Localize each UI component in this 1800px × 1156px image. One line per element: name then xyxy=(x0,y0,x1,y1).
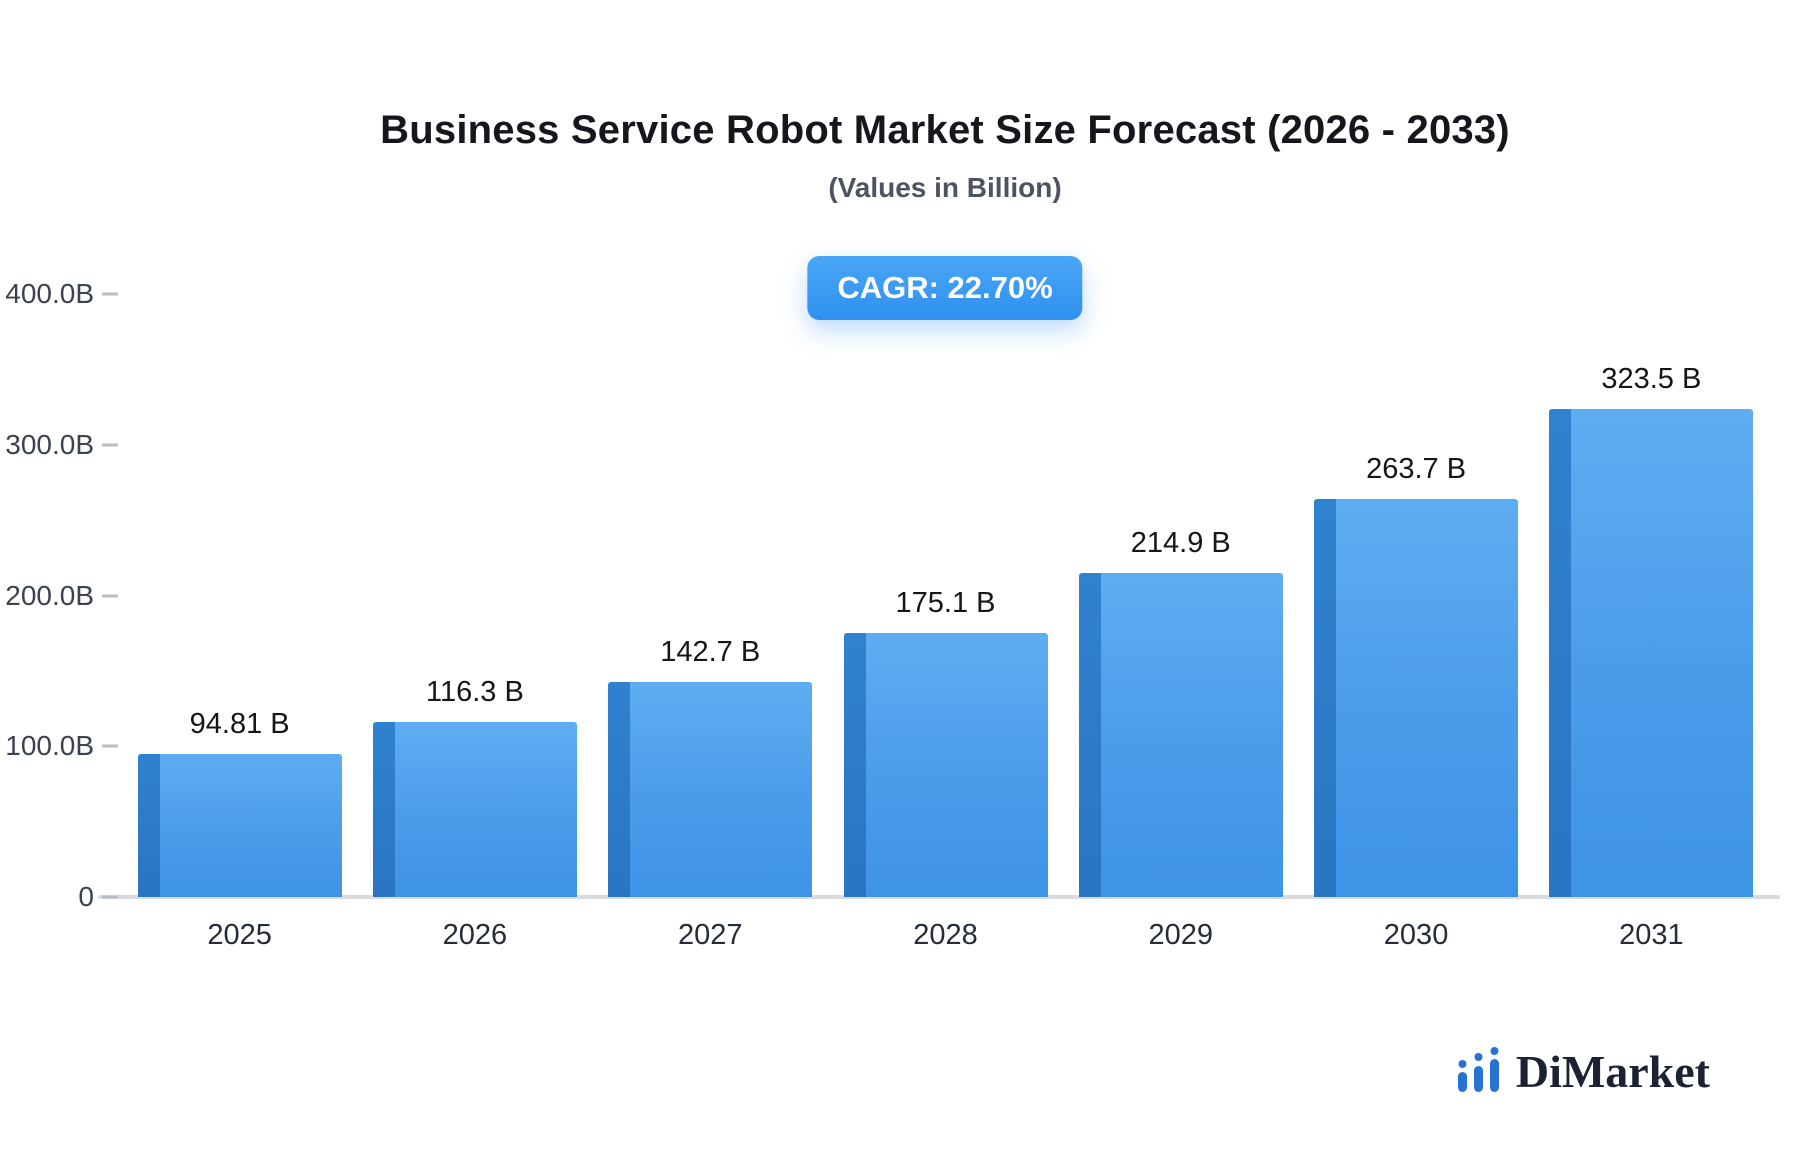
x-axis-line xyxy=(98,895,1780,899)
bar-value-label: 175.1 B xyxy=(895,587,996,620)
bar-2030 xyxy=(1314,499,1519,897)
y-axis-tick-mark xyxy=(102,292,118,296)
bar-2025 xyxy=(137,754,342,897)
x-axis-tick-label: 2028 xyxy=(913,919,978,951)
bar-side-shade xyxy=(1549,409,1572,897)
chart-subtitle: (Values in Billion) xyxy=(828,172,1062,203)
y-axis-tick-label: 300.0B xyxy=(5,428,94,460)
bar-side-shade xyxy=(608,681,631,897)
y-axis-tick-mark xyxy=(102,744,118,748)
bar-value-label: 116.3 B xyxy=(426,675,524,708)
bar-2031 xyxy=(1549,409,1754,897)
bar-face xyxy=(159,754,342,897)
x-axis-tick-label: 2025 xyxy=(207,919,272,951)
bar-side-shade xyxy=(1314,499,1337,897)
y-axis-tick-label: 200.0B xyxy=(5,579,94,611)
bar-face xyxy=(394,721,577,897)
brand-logo-text: DiMarket xyxy=(1515,1045,1710,1097)
bar-2029 xyxy=(1078,573,1283,897)
bar-value-label: 142.7 B xyxy=(660,635,761,668)
bar-value-label: 214.9 B xyxy=(1130,527,1231,560)
x-axis-tick-label: 2031 xyxy=(1619,919,1684,951)
y-axis-tick-mark xyxy=(102,895,118,899)
x-axis-tick-label: 2030 xyxy=(1383,919,1449,951)
y-axis-tick-label: 0 xyxy=(78,881,94,912)
cagr-badge: CAGR: 22.70% xyxy=(807,256,1083,320)
bar-face xyxy=(1336,499,1519,897)
bar-value-label: 323.5 B xyxy=(1601,363,1702,396)
x-axis-tick-label: 2026 xyxy=(442,919,508,951)
bar-face xyxy=(1571,409,1754,897)
y-axis-tick-mark xyxy=(102,594,118,597)
bar-side-shade xyxy=(372,721,395,897)
y-axis-tick-label: 400.0B xyxy=(5,278,94,309)
x-axis-tick-label: 2027 xyxy=(677,919,743,951)
bar-side-shade xyxy=(137,754,160,897)
chart-title: Business Service Robot Market Size Forec… xyxy=(380,108,1510,152)
bar-side-shade xyxy=(843,633,866,897)
bar-value-label: 94.81 B xyxy=(189,708,290,741)
bar-value-label: 263.7 B xyxy=(1366,453,1467,486)
bar-side-shade xyxy=(1078,573,1101,897)
bar-2028 xyxy=(843,633,1048,897)
bar-face xyxy=(630,681,813,897)
bar-2026 xyxy=(372,721,577,897)
bar-face xyxy=(1100,573,1283,897)
y-axis-tick-mark xyxy=(102,443,118,447)
bar-face xyxy=(865,633,1048,897)
x-axis-tick-label: 2029 xyxy=(1148,919,1214,951)
y-axis-tick-label: 100.0B xyxy=(5,730,94,762)
bar-chart-logo-icon xyxy=(1457,1047,1499,1092)
bar-2027 xyxy=(608,681,813,897)
brand-logo: DiMarket xyxy=(1454,1046,1710,1096)
